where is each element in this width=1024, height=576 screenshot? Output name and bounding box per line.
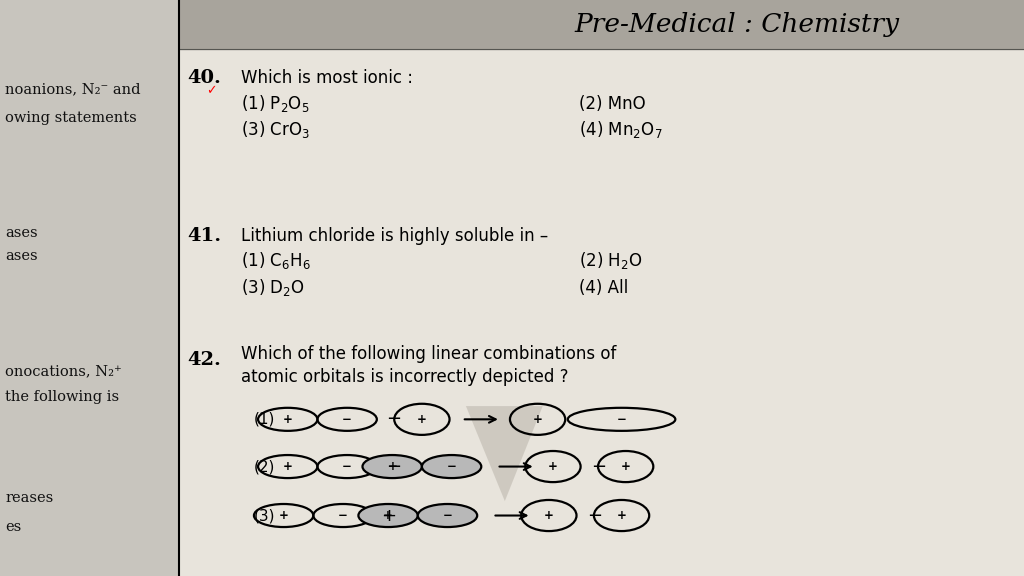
Text: (1) $\mathregular{P_2O_5}$: (1) $\mathregular{P_2O_5}$ [241, 93, 309, 114]
Text: (1): (1) [254, 412, 275, 427]
Text: 42.: 42. [187, 351, 221, 369]
Text: −: − [442, 509, 453, 522]
Text: −: − [342, 413, 352, 426]
Text: (2) $\mathregular{H_2O}$: (2) $\mathregular{H_2O}$ [579, 250, 642, 271]
Text: −: − [592, 457, 606, 476]
Text: +: + [283, 413, 293, 426]
Text: (3): (3) [254, 508, 275, 523]
Text: −: − [446, 460, 457, 473]
Text: atomic orbitals is incorrectly depicted ?: atomic orbitals is incorrectly depicted … [241, 368, 568, 386]
Text: +: + [544, 509, 554, 522]
Text: Which is most ionic :: Which is most ionic : [241, 69, 413, 87]
Text: +: + [383, 509, 393, 522]
Text: −: − [588, 506, 602, 525]
Text: +: + [387, 460, 397, 473]
Text: +: + [279, 509, 289, 522]
Text: ases: ases [5, 226, 38, 240]
Text: +: + [532, 413, 543, 426]
Text: Which of the following linear combinations of: Which of the following linear combinatio… [241, 345, 616, 363]
Text: −: − [342, 460, 352, 473]
Text: (1) $\mathregular{C_6H_6}$: (1) $\mathregular{C_6H_6}$ [241, 250, 310, 271]
Ellipse shape [362, 455, 422, 478]
Text: +: + [283, 460, 293, 473]
Text: onocations, N₂⁺: onocations, N₂⁺ [5, 365, 122, 378]
Text: +: + [548, 460, 558, 473]
Ellipse shape [422, 455, 481, 478]
Text: ✓: ✓ [206, 84, 216, 97]
Bar [0, 0, 179, 576]
Text: reases: reases [5, 491, 53, 505]
Bar [179, 0, 1024, 576]
Text: +: + [616, 509, 627, 522]
Text: ases: ases [5, 249, 38, 263]
Text: −: − [338, 509, 348, 522]
Text: noanions, N₂⁻ and: noanions, N₂⁻ and [5, 82, 140, 96]
Text: (4) All: (4) All [579, 279, 628, 297]
Text: −: − [386, 410, 400, 429]
Text: (4) $\mathregular{Mn_2O_7}$: (4) $\mathregular{Mn_2O_7}$ [579, 119, 663, 140]
Ellipse shape [358, 504, 418, 527]
Text: es: es [5, 520, 22, 534]
Text: owing statements: owing statements [5, 111, 137, 125]
Polygon shape [466, 406, 543, 501]
Text: (2) MnO: (2) MnO [579, 94, 645, 113]
Text: Lithium chloride is highly soluble in –: Lithium chloride is highly soluble in – [241, 227, 548, 245]
Ellipse shape [418, 504, 477, 527]
Text: Pre-Medical : Chemistry: Pre-Medical : Chemistry [574, 12, 900, 37]
Text: 40.: 40. [187, 69, 221, 87]
Text: +: + [417, 413, 427, 426]
Text: −: − [386, 457, 400, 476]
Bar [179, 0, 1024, 49]
Text: (2): (2) [254, 459, 275, 474]
Text: the following is: the following is [5, 391, 119, 404]
Text: 41.: 41. [187, 227, 221, 245]
Text: −: − [616, 413, 627, 426]
Text: +: + [382, 506, 396, 525]
Text: (3) $\mathregular{CrO_3}$: (3) $\mathregular{CrO_3}$ [241, 119, 309, 140]
Text: (3) $\mathregular{D_2O}$: (3) $\mathregular{D_2O}$ [241, 278, 304, 298]
Text: +: + [621, 460, 631, 473]
